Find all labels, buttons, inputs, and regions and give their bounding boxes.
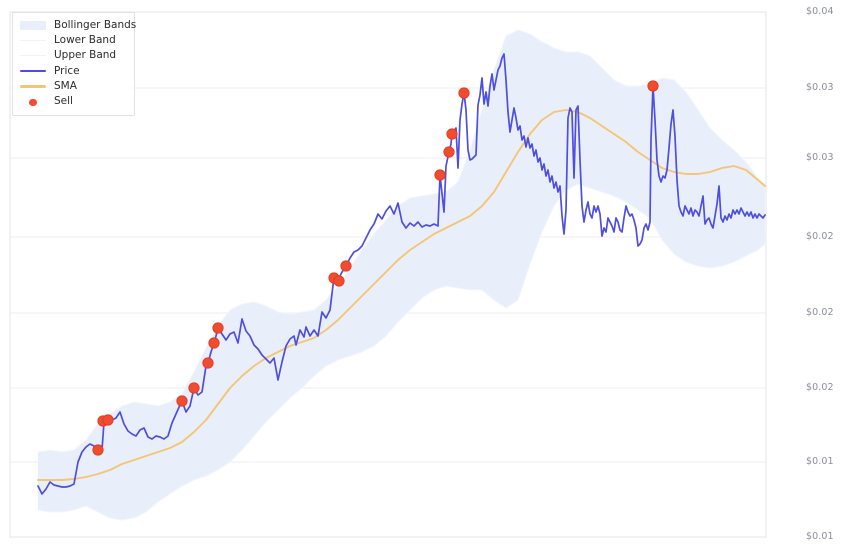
legend-key-mark bbox=[20, 21, 46, 31]
chart-legend[interactable]: Bollinger Bands Lower Band Upper Band Price… bbox=[12, 12, 136, 117]
legend-item-bollinger-bands[interactable]: Bollinger Bands bbox=[19, 18, 136, 33]
legend-swatch-line-icon bbox=[19, 80, 47, 93]
lower-band-line bbox=[37, 183, 766, 521]
sell-marker[interactable] bbox=[176, 395, 188, 407]
legend-item-upper-band[interactable]: Upper Band bbox=[19, 48, 128, 63]
y-axis-tick-label: $0.04 bbox=[806, 6, 834, 17]
legend-item-label: Price bbox=[54, 64, 80, 77]
sell-marker[interactable] bbox=[647, 80, 659, 92]
y-axis-tick-label: $0.03 bbox=[806, 82, 834, 93]
y-axis-tick-label: $0.01 bbox=[806, 531, 834, 542]
sell-marker[interactable] bbox=[208, 337, 220, 349]
legend-item-label: Lower Band bbox=[54, 34, 116, 47]
y-axis-tick-label: $0.02 bbox=[806, 382, 834, 393]
y-axis-tick-label: $0.02 bbox=[806, 307, 834, 318]
sell-marker[interactable] bbox=[458, 87, 470, 99]
legend-swatch-thin-line-icon bbox=[19, 34, 47, 47]
legend-swatch-thin-line-icon bbox=[19, 49, 47, 62]
sell-marker[interactable] bbox=[202, 357, 214, 369]
sell-marker[interactable] bbox=[92, 444, 104, 456]
legend-swatch-line-icon bbox=[19, 65, 47, 78]
legend-item-lower-band[interactable]: Lower Band bbox=[19, 33, 128, 48]
sell-marker[interactable] bbox=[188, 382, 200, 394]
sell-marker[interactable] bbox=[333, 275, 345, 287]
legend-key-mark bbox=[20, 40, 46, 42]
y-axis-tick-label: $0.02 bbox=[806, 231, 834, 242]
sell-marker-group[interactable] bbox=[92, 80, 659, 456]
legend-item-sma[interactable]: SMA bbox=[19, 79, 128, 94]
y-axis-tick-label: $0.03 bbox=[806, 152, 834, 163]
legend-item-label: Sell bbox=[54, 95, 73, 108]
legend-key-mark bbox=[20, 70, 46, 73]
legend-key-mark bbox=[20, 55, 46, 57]
legend-key-mark bbox=[29, 98, 37, 107]
legend-swatch-band-swatch-icon bbox=[19, 19, 47, 32]
sell-marker[interactable] bbox=[446, 128, 458, 140]
legend-swatch-dot-icon bbox=[19, 95, 47, 108]
sell-marker[interactable] bbox=[443, 146, 455, 158]
bollinger-band-fill bbox=[38, 30, 765, 520]
sell-marker[interactable] bbox=[434, 169, 446, 181]
legend-item-price[interactable]: Price bbox=[19, 64, 128, 79]
legend-item-label: Bollinger Bands bbox=[54, 19, 137, 32]
sma-line bbox=[37, 109, 766, 481]
legend-item-label: SMA bbox=[54, 79, 77, 92]
legend-key-mark bbox=[20, 85, 46, 88]
sell-marker[interactable] bbox=[102, 414, 114, 426]
legend-item-label: Upper Band bbox=[54, 49, 117, 62]
legend-item-sell[interactable]: Sell bbox=[19, 94, 128, 109]
y-axis-tick-label: $0.01 bbox=[806, 456, 834, 467]
sell-marker[interactable] bbox=[340, 260, 352, 272]
sell-marker[interactable] bbox=[212, 322, 224, 334]
